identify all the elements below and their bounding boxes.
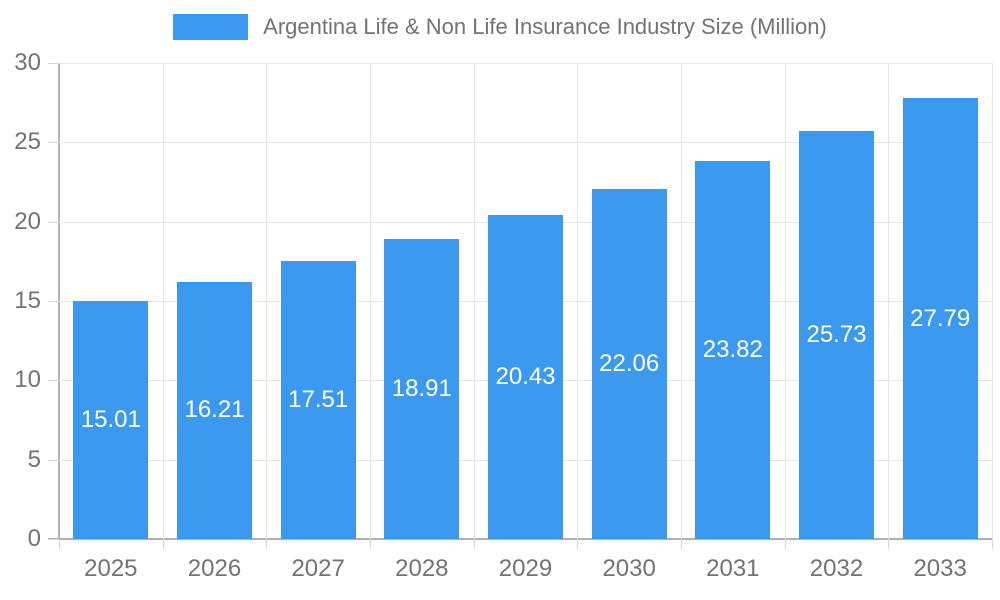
y-axis-tick <box>48 301 59 302</box>
legend-label: Argentina Life & Non Life Insurance Indu… <box>263 14 827 39</box>
plot-area: 0 5 10 15 20 25 30 15.01 2025 16.21 2026 17.51 2027 1… <box>14 51 993 581</box>
y-axis-tick <box>48 142 59 144</box>
y-axis-label: 25 <box>14 128 41 156</box>
gridline-vertical <box>266 63 268 539</box>
bar-value-label: 20.43 <box>495 362 556 390</box>
x-axis-tick <box>992 539 993 549</box>
bar-2028: 18.91 <box>384 238 460 539</box>
bar-2031: 23.82 <box>695 161 771 539</box>
x-axis-label: 2029 <box>498 555 553 582</box>
gridline-vertical <box>370 63 371 539</box>
bar-value-label: 18.91 <box>391 374 452 402</box>
bar-2033: 27.79 <box>902 98 978 539</box>
x-axis-label: 2026 <box>187 555 242 582</box>
bar-value-label: 15.01 <box>80 405 141 433</box>
bar-2026: 16.21 <box>177 281 252 539</box>
bar-value-label: 22.06 <box>599 349 660 377</box>
y-axis-tick <box>48 459 59 461</box>
x-axis-label: 2031 <box>706 555 760 582</box>
bar-2032: 25.73 <box>799 130 874 539</box>
x-axis-tick <box>577 539 579 549</box>
bar-2030: 22.06 <box>591 188 667 539</box>
x-axis-tick <box>888 539 890 549</box>
y-axis-label: 0 <box>27 525 41 552</box>
y-axis-label: 5 <box>27 445 41 473</box>
x-axis-label: 2030 <box>602 555 656 582</box>
x-axis-tick <box>784 539 786 549</box>
bar-value-label: 25.73 <box>806 320 867 348</box>
gridline-vertical <box>888 63 890 539</box>
y-axis-label: 20 <box>14 207 41 235</box>
y-axis-tick <box>48 539 59 540</box>
y-axis-tick <box>48 221 59 223</box>
gridline-vertical <box>577 63 579 539</box>
bar-2027: 17.51 <box>280 261 356 539</box>
legend-swatch-icon <box>173 14 249 40</box>
legend-item[interactable]: Argentina Life & Non Life Insurance Indu… <box>0 14 1000 40</box>
bar-value-label: 17.51 <box>288 386 349 414</box>
x-axis-tick <box>162 539 164 549</box>
x-axis-line <box>48 538 992 540</box>
bar-2025: 15.01 <box>73 300 149 539</box>
x-axis-tick <box>681 539 682 549</box>
gridline-vertical <box>784 63 786 539</box>
y-axis-label: 15 <box>14 287 41 314</box>
bar-value-label: 16.21 <box>184 396 245 424</box>
gridline-vertical <box>681 63 682 539</box>
x-axis-label: 2027 <box>291 555 345 582</box>
gridline-vertical <box>992 63 993 539</box>
y-axis-label: 30 <box>14 49 41 76</box>
x-axis-label: 2032 <box>809 555 864 582</box>
bar-value-label: 23.82 <box>702 336 763 364</box>
bar-value-label: 27.79 <box>910 304 971 332</box>
x-axis-tick <box>266 539 268 549</box>
gridline-vertical <box>473 63 475 539</box>
x-axis-label: 2025 <box>84 555 138 582</box>
gridline-vertical <box>162 63 164 539</box>
y-axis-tick <box>48 380 59 382</box>
gridline-horizontal <box>59 63 992 64</box>
x-axis-tick <box>473 539 475 549</box>
x-axis-label: 2028 <box>395 555 449 582</box>
y-axis-label: 10 <box>14 366 41 394</box>
y-axis-tick <box>48 63 59 64</box>
x-axis-tick <box>370 539 371 549</box>
gridline-horizontal <box>59 142 992 144</box>
x-axis-tick <box>59 539 60 549</box>
bar-2029: 20.43 <box>488 214 563 539</box>
x-axis-label: 2033 <box>913 555 967 582</box>
